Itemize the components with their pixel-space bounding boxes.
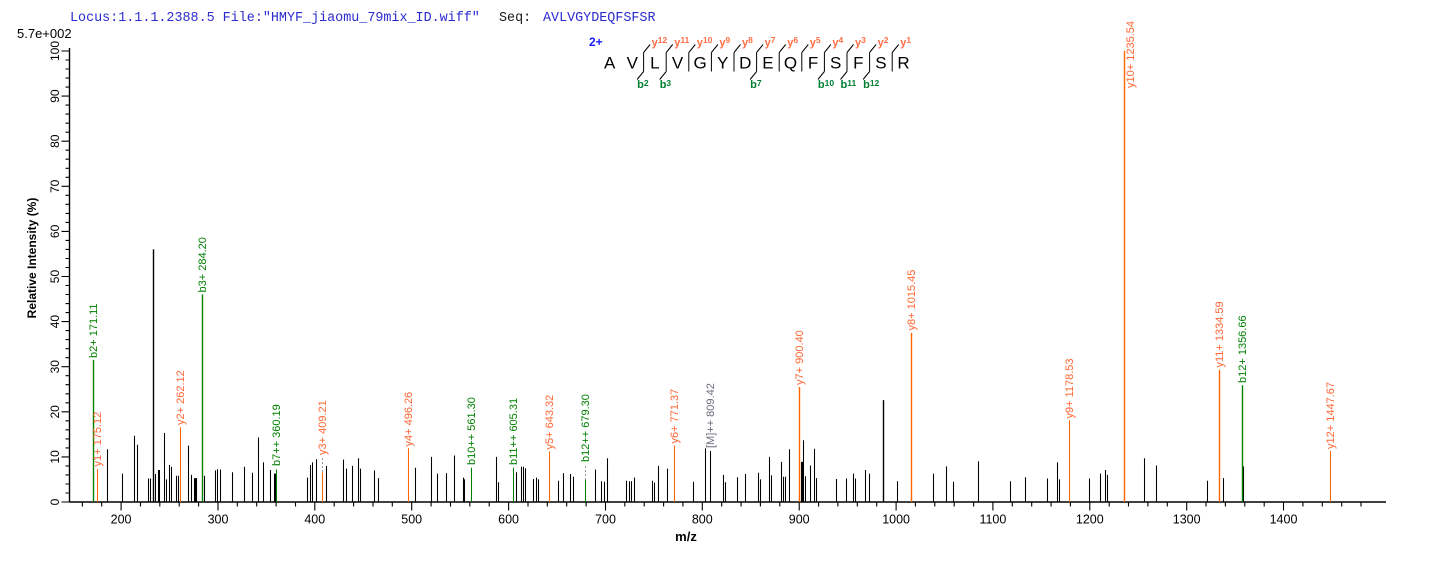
- svg-text:2+: 2+: [589, 35, 603, 49]
- svg-text:1200: 1200: [1076, 513, 1104, 527]
- svg-text:60: 60: [48, 224, 62, 238]
- svg-text:1100: 1100: [979, 513, 1006, 527]
- svg-text:y12+ 1447.67: y12+ 1447.67: [1325, 382, 1337, 449]
- svg-text:V: V: [627, 54, 639, 73]
- svg-text:b7++ 360.19: b7++ 360.19: [271, 404, 283, 466]
- svg-text:D: D: [739, 54, 751, 73]
- svg-text:50: 50: [48, 270, 62, 284]
- svg-text:b12: b12: [863, 78, 879, 91]
- svg-text:90: 90: [48, 89, 62, 103]
- svg-text:y3: y3: [855, 35, 866, 49]
- svg-text:m/z: m/z: [675, 529, 697, 544]
- svg-text:700: 700: [595, 513, 616, 527]
- svg-text:40: 40: [48, 315, 62, 329]
- svg-text:AVLVGYDEQFSFSR: AVLVGYDEQFSFSR: [543, 11, 656, 26]
- svg-text:20: 20: [48, 405, 62, 419]
- svg-text:y4+ 496.26: y4+ 496.26: [403, 392, 415, 447]
- svg-text:S: S: [875, 54, 886, 73]
- svg-text:b10: b10: [818, 78, 834, 91]
- svg-text:b11: b11: [841, 78, 857, 91]
- svg-text:900: 900: [789, 513, 810, 527]
- svg-text:300: 300: [208, 513, 229, 527]
- svg-text:0: 0: [48, 498, 62, 505]
- svg-text:b3+ 284.20: b3+ 284.20: [197, 237, 209, 292]
- svg-text:Locus:1.1.1.2388.5 File:"HMYF_: Locus:1.1.1.2388.5 File:"HMYF_jiaomu_79m…: [70, 11, 480, 26]
- svg-text:y2+ 262.12: y2+ 262.12: [175, 370, 187, 425]
- svg-text:30: 30: [48, 360, 62, 374]
- svg-text:y8+ 1015.45: y8+ 1015.45: [906, 270, 918, 331]
- svg-text:Seq:: Seq:: [499, 11, 531, 26]
- svg-text:L: L: [650, 54, 659, 73]
- svg-text:b2: b2: [637, 78, 649, 91]
- svg-text:y5+ 643.32: y5+ 643.32: [544, 395, 556, 450]
- svg-text:y11+ 1334.59: y11+ 1334.59: [1214, 301, 1226, 367]
- svg-text:b2+ 171.11: b2+ 171.11: [88, 303, 100, 358]
- svg-text:b12+ 1356.66: b12+ 1356.66: [1237, 315, 1249, 383]
- svg-text:Relative Intensity (%): Relative Intensity (%): [25, 198, 39, 319]
- svg-text:1300: 1300: [1173, 513, 1201, 527]
- svg-text:y7: y7: [765, 35, 776, 49]
- svg-text:b3: b3: [660, 78, 672, 91]
- svg-text:y9+ 1178.53: y9+ 1178.53: [1064, 358, 1076, 418]
- svg-text:200: 200: [111, 513, 132, 527]
- svg-text:y3+ 409.21: y3+ 409.21: [317, 400, 329, 455]
- svg-text:[M]++ 809.42: [M]++ 809.42: [705, 383, 717, 448]
- svg-text:800: 800: [692, 513, 713, 527]
- svg-text:G: G: [693, 54, 706, 73]
- svg-text:b10++ 561.30: b10++ 561.30: [466, 397, 478, 465]
- svg-text:b7: b7: [750, 78, 762, 91]
- svg-text:y4: y4: [832, 35, 843, 49]
- svg-text:10: 10: [48, 450, 62, 464]
- svg-text:b12++ 679.30: b12++ 679.30: [580, 394, 592, 462]
- svg-text:V: V: [672, 54, 684, 73]
- svg-text:b11++ 605.31: b11++ 605.31: [508, 398, 520, 465]
- svg-text:70: 70: [48, 179, 62, 193]
- svg-text:y8: y8: [742, 35, 753, 49]
- svg-text:S: S: [830, 54, 841, 73]
- svg-text:E: E: [762, 54, 773, 73]
- svg-text:y2: y2: [878, 35, 889, 49]
- svg-text:500: 500: [401, 513, 422, 527]
- svg-text:100: 100: [48, 41, 62, 61]
- svg-text:A: A: [604, 54, 616, 73]
- svg-text:Q: Q: [784, 54, 797, 73]
- svg-text:y9: y9: [719, 35, 730, 49]
- svg-text:F: F: [808, 54, 818, 73]
- svg-text:1400: 1400: [1270, 513, 1298, 527]
- svg-text:80: 80: [48, 134, 62, 148]
- svg-text:600: 600: [498, 513, 519, 527]
- svg-text:R: R: [897, 54, 909, 73]
- svg-text:5.7e+002: 5.7e+002: [17, 26, 72, 41]
- svg-text:y10+ 1235.54: y10+ 1235.54: [1125, 21, 1137, 88]
- svg-text:y1: y1: [900, 35, 911, 49]
- svg-text:y5: y5: [810, 35, 821, 49]
- svg-text:y7+ 900.40: y7+ 900.40: [794, 330, 806, 385]
- svg-text:y1+ 175.12: y1+ 175.12: [92, 412, 104, 467]
- svg-text:400: 400: [304, 513, 325, 527]
- svg-text:y6: y6: [787, 35, 798, 49]
- svg-text:y6+ 771.37: y6+ 771.37: [669, 389, 681, 444]
- svg-text:Y: Y: [717, 54, 728, 73]
- svg-text:F: F: [853, 54, 863, 73]
- svg-text:1000: 1000: [882, 513, 910, 527]
